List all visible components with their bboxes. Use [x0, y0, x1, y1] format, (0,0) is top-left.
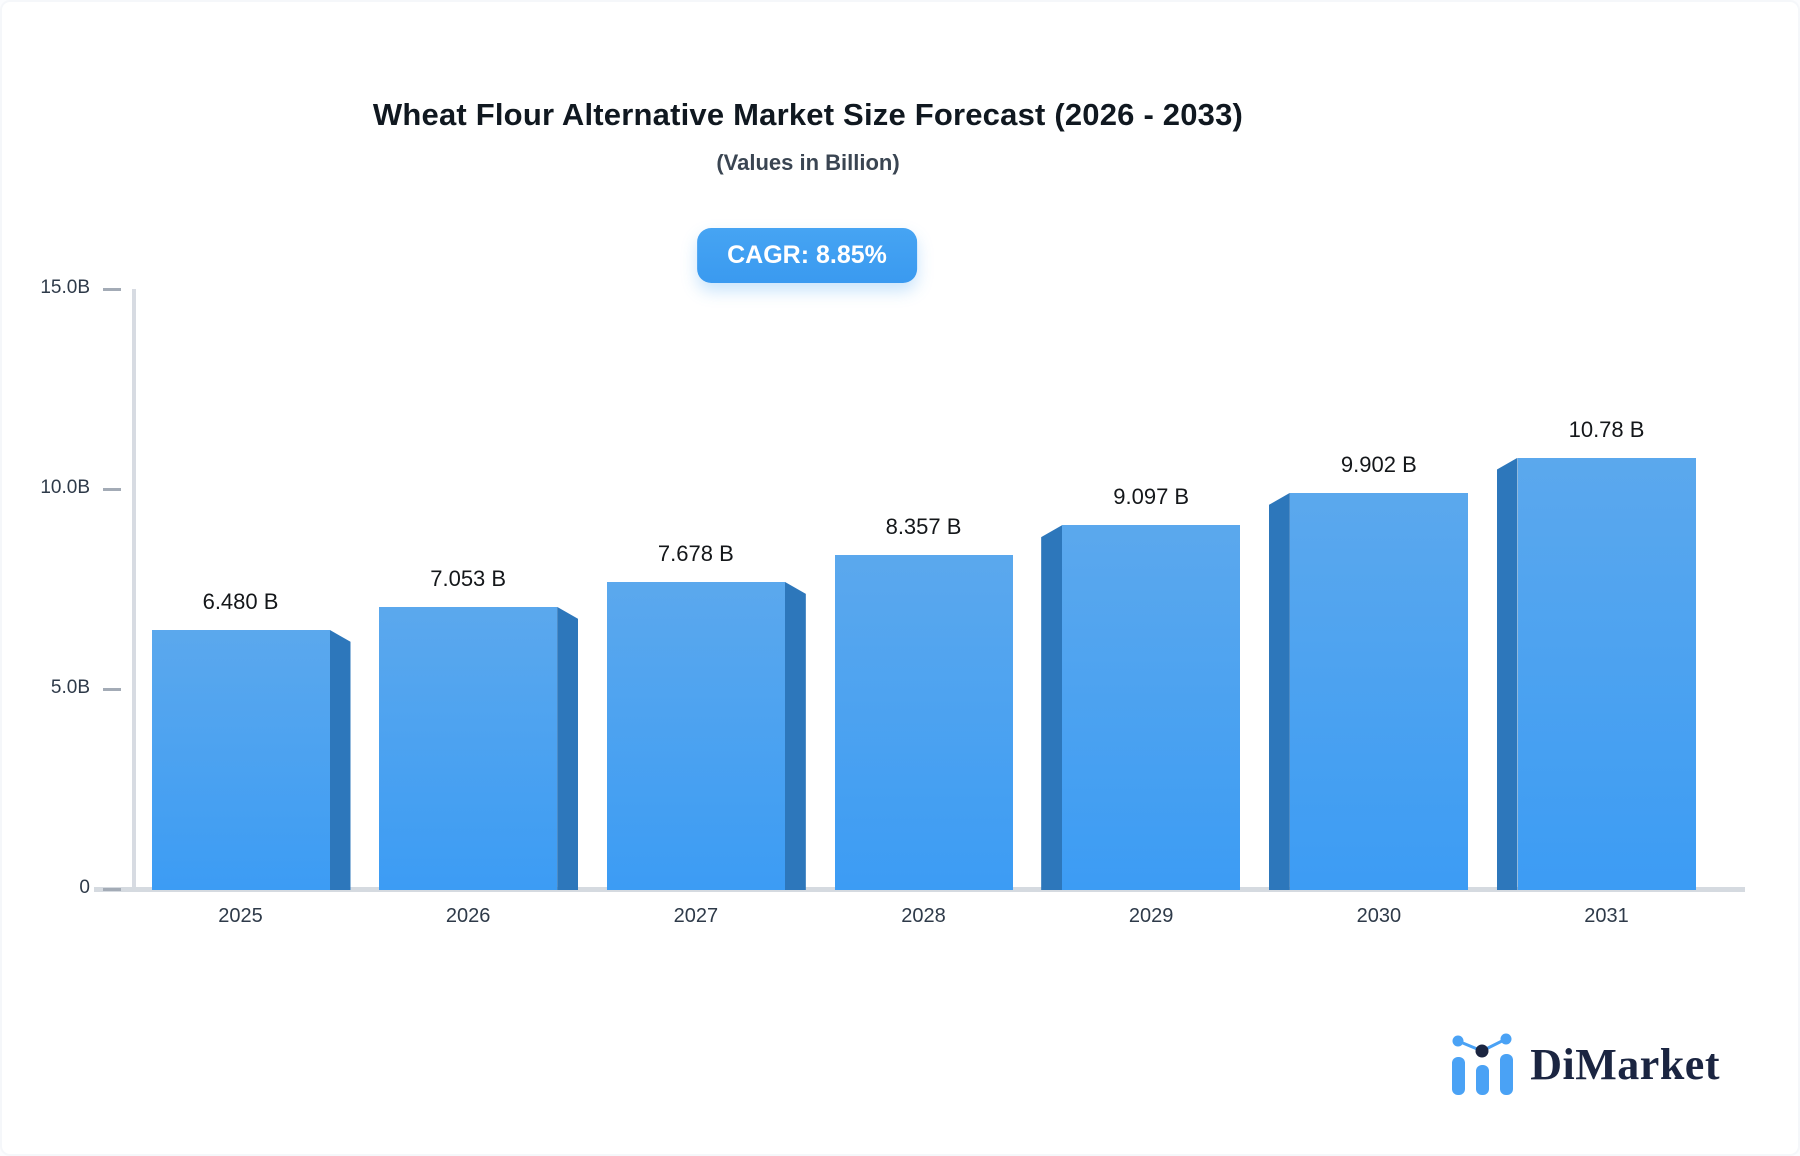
bar-2025[interactable]	[151, 629, 330, 890]
y-tick-mark	[103, 688, 121, 691]
y-tick-label: 0	[79, 877, 90, 898]
bar-side-face-2029	[1041, 525, 1063, 890]
x-tick-label-2031: 2031	[1584, 905, 1629, 927]
y-tick-mark	[103, 288, 121, 291]
chart-subtitle: (Values in Billion)	[716, 150, 900, 175]
x-tick-label-2029: 2029	[1128, 905, 1174, 927]
bar-2030[interactable]	[1289, 492, 1468, 890]
x-tick-label-2028: 2028	[901, 905, 946, 927]
x-tick-label-2027: 2027	[673, 905, 719, 927]
cagr-badge: CAGR: 8.85%	[697, 228, 917, 283]
y-axis-line	[132, 289, 136, 892]
bar-value-label-2025: 6.480 B	[202, 588, 279, 614]
bar-value-label-2029: 9.097 B	[1113, 484, 1190, 510]
bar-side-face-2026	[557, 606, 579, 890]
y-tick-mark	[103, 488, 121, 491]
bar-side-face-2027	[784, 581, 806, 890]
bar-value-label-2027: 7.678 B	[657, 540, 734, 566]
y-tick-label: 5.0B	[50, 677, 90, 698]
x-tick-label-2030: 2030	[1356, 905, 1402, 927]
bar-value-label-2028: 8.357 B	[885, 513, 962, 539]
bar-2031[interactable]	[1517, 457, 1696, 890]
x-tick-label-2026: 2026	[445, 905, 491, 927]
bar-2026[interactable]	[379, 606, 558, 890]
y-tick-mark	[103, 888, 121, 891]
bar-2028[interactable]	[834, 554, 1013, 890]
bar-side-face-2031	[1496, 457, 1518, 890]
bar-side-face-2025	[329, 629, 351, 890]
bar-2029[interactable]	[1062, 525, 1241, 890]
bar-value-label-2031: 10.78 B	[1568, 416, 1645, 442]
bar-value-label-2026: 7.053 B	[430, 565, 507, 591]
x-tick-label-2025: 2025	[218, 905, 263, 927]
chart-title: Wheat Flour Alternative Market Size Fore…	[372, 97, 1244, 132]
bar-side-face-2030	[1268, 492, 1290, 890]
bar-value-label-2030: 9.902 B	[1340, 451, 1417, 477]
brand-logo[interactable]: DiMarket	[1450, 1032, 1720, 1096]
brand-logo-text: DiMarket	[1530, 1039, 1720, 1089]
bar-chart-logo-icon	[1452, 1033, 1514, 1095]
y-tick-label: 10.0B	[40, 477, 90, 498]
y-tick-label: 15.0B	[40, 277, 90, 298]
bar-2027[interactable]	[606, 581, 785, 890]
